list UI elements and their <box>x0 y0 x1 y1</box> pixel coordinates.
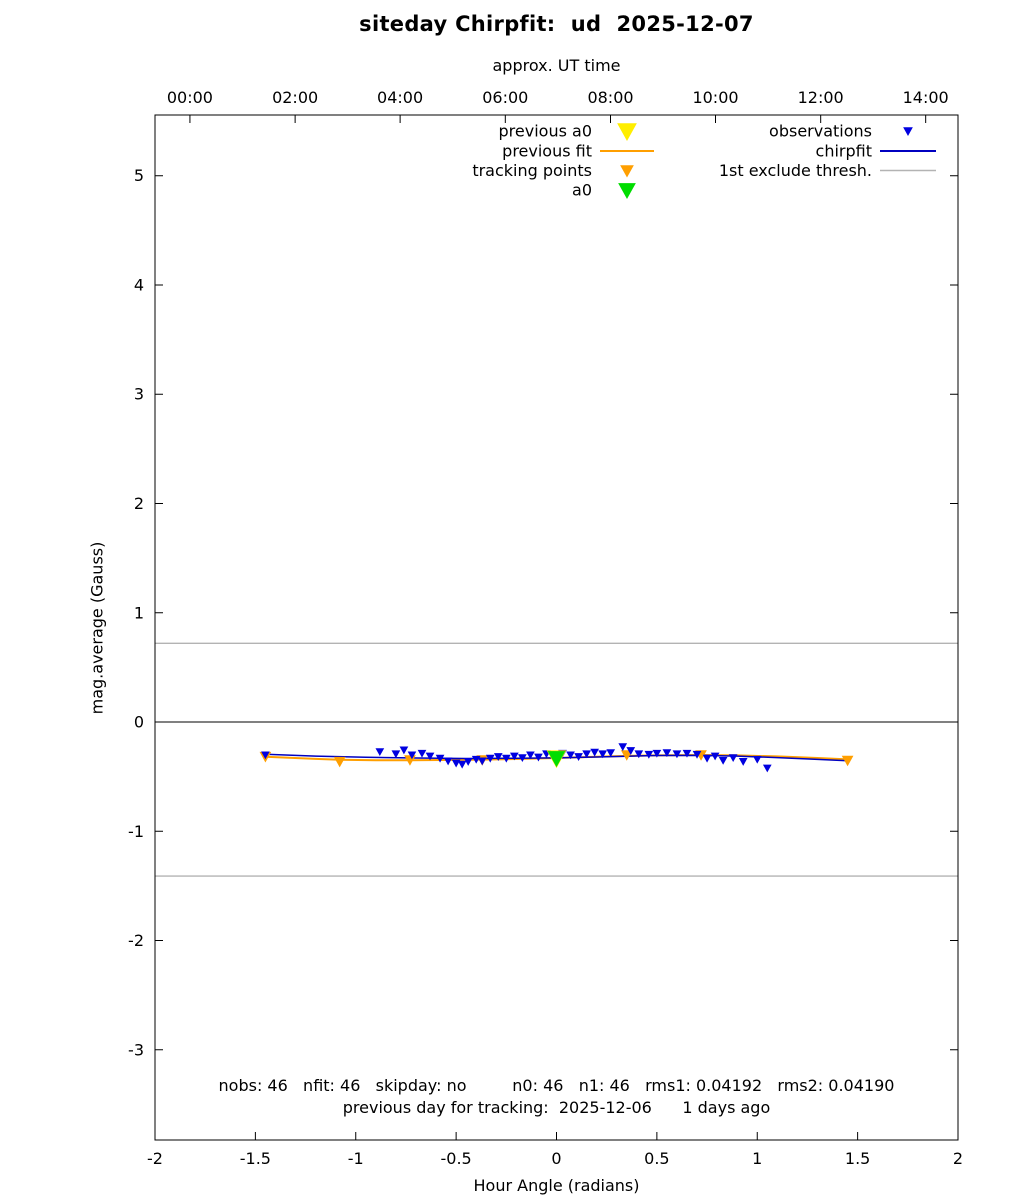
y-tick-label: 4 <box>134 275 144 294</box>
x-tick-label: -1 <box>348 1149 364 1168</box>
observation-marker <box>606 749 616 758</box>
legend-marker-sample <box>617 123 637 142</box>
top-tick-label: 10:00 <box>692 88 738 107</box>
observation-marker <box>634 750 644 759</box>
top-tick-label: 14:00 <box>903 88 949 107</box>
observation-marker <box>652 749 662 758</box>
observation-marker <box>509 752 519 761</box>
observation-marker <box>493 753 503 761</box>
observation-marker <box>375 748 385 757</box>
chirpfit-line <box>265 753 848 762</box>
legend-label: previous fit <box>502 142 592 161</box>
legend-label: 1st exclude thresh. <box>719 161 872 180</box>
observation-marker <box>391 750 401 759</box>
observation-marker <box>644 750 654 759</box>
observation-marker <box>443 757 453 766</box>
observation-marker <box>752 755 762 764</box>
observation-marker <box>728 754 738 763</box>
top-tick-label: 00:00 <box>167 88 213 107</box>
observation-marker <box>534 753 543 762</box>
y-tick-label: 1 <box>134 603 144 622</box>
a0-marker <box>547 751 566 768</box>
observation-marker <box>718 756 728 765</box>
observation-marker <box>598 750 608 759</box>
x-tick-label: 1.5 <box>845 1149 870 1168</box>
top-tick-label: 08:00 <box>587 88 633 107</box>
y-tick-label: 0 <box>134 713 144 732</box>
y-tick-label: 5 <box>134 166 144 185</box>
y-tick-label: -2 <box>128 931 144 950</box>
x-tick-label: 0 <box>551 1149 561 1168</box>
legend-marker-sample <box>620 165 634 178</box>
top-tick-label: 02:00 <box>272 88 318 107</box>
top-tick-label: 04:00 <box>377 88 423 107</box>
observation-marker <box>485 754 495 763</box>
observation-marker <box>457 760 467 769</box>
observation-marker <box>672 750 682 759</box>
stats-line-1: nobs: 46 nfit: 46 skipday: no n0: 46 n1:… <box>218 1076 895 1095</box>
legend-label: chirpfit <box>816 142 872 161</box>
tracking-point-marker <box>841 755 854 767</box>
x-tick-label: 1 <box>752 1149 762 1168</box>
observation-marker <box>407 751 417 760</box>
legend-label: observations <box>769 122 872 141</box>
observation-marker <box>590 748 599 757</box>
y-tick-label: -1 <box>128 822 144 841</box>
observation-marker <box>626 747 636 755</box>
y-tick-label: -3 <box>128 1040 144 1059</box>
plot-border <box>154 114 959 1141</box>
legend-label: a0 <box>572 181 592 200</box>
observation-marker <box>435 754 445 763</box>
observation-marker <box>501 754 511 763</box>
observation-marker <box>566 751 575 760</box>
observation-marker <box>662 749 672 758</box>
observation-marker <box>692 750 702 759</box>
legend-marker-sample <box>618 183 636 200</box>
observation-marker <box>463 758 473 766</box>
observation-marker <box>618 743 628 752</box>
observation-marker <box>702 754 712 763</box>
x-tick-label: -2 <box>147 1149 163 1168</box>
x-tick-label: -1.5 <box>240 1149 271 1168</box>
observation-marker <box>762 764 772 773</box>
x-tick-label: -0.5 <box>441 1149 472 1168</box>
top-tick-label: 12:00 <box>798 88 844 107</box>
y-tick-label: 3 <box>134 385 144 404</box>
top-tick-label: 06:00 <box>482 88 528 107</box>
observation-marker <box>738 758 748 766</box>
observation-marker <box>582 750 591 759</box>
observation-marker <box>477 757 487 766</box>
observation-marker <box>261 751 270 760</box>
observation-marker <box>526 751 535 760</box>
observation-marker <box>417 749 427 758</box>
legend-label: previous a0 <box>499 122 592 141</box>
observation-marker <box>399 746 409 755</box>
top-axis-label: approx. UT time <box>492 56 621 75</box>
observation-marker <box>518 754 527 763</box>
stats-line-2: previous day for tracking: 2025-12-06 1 … <box>342 1098 771 1117</box>
x-tick-label: 2 <box>953 1149 963 1168</box>
y-tick-label: 2 <box>134 494 144 513</box>
observation-marker <box>425 752 435 761</box>
observation-marker <box>471 755 481 764</box>
chart-title: siteday Chirpfit: ud 2025-12-07 <box>359 12 754 36</box>
tracking-point-marker <box>333 756 346 768</box>
x-axis-label: Hour Angle (radians) <box>473 1176 640 1195</box>
tracking-point-marker <box>620 750 633 761</box>
observation-marker <box>710 752 720 761</box>
observation-marker <box>574 753 583 761</box>
observation-marker <box>682 749 692 758</box>
legend-label: tracking points <box>472 161 592 180</box>
legend-marker-sample <box>903 127 913 137</box>
observation-marker <box>451 759 461 768</box>
x-tick-label: 0.5 <box>644 1149 669 1168</box>
